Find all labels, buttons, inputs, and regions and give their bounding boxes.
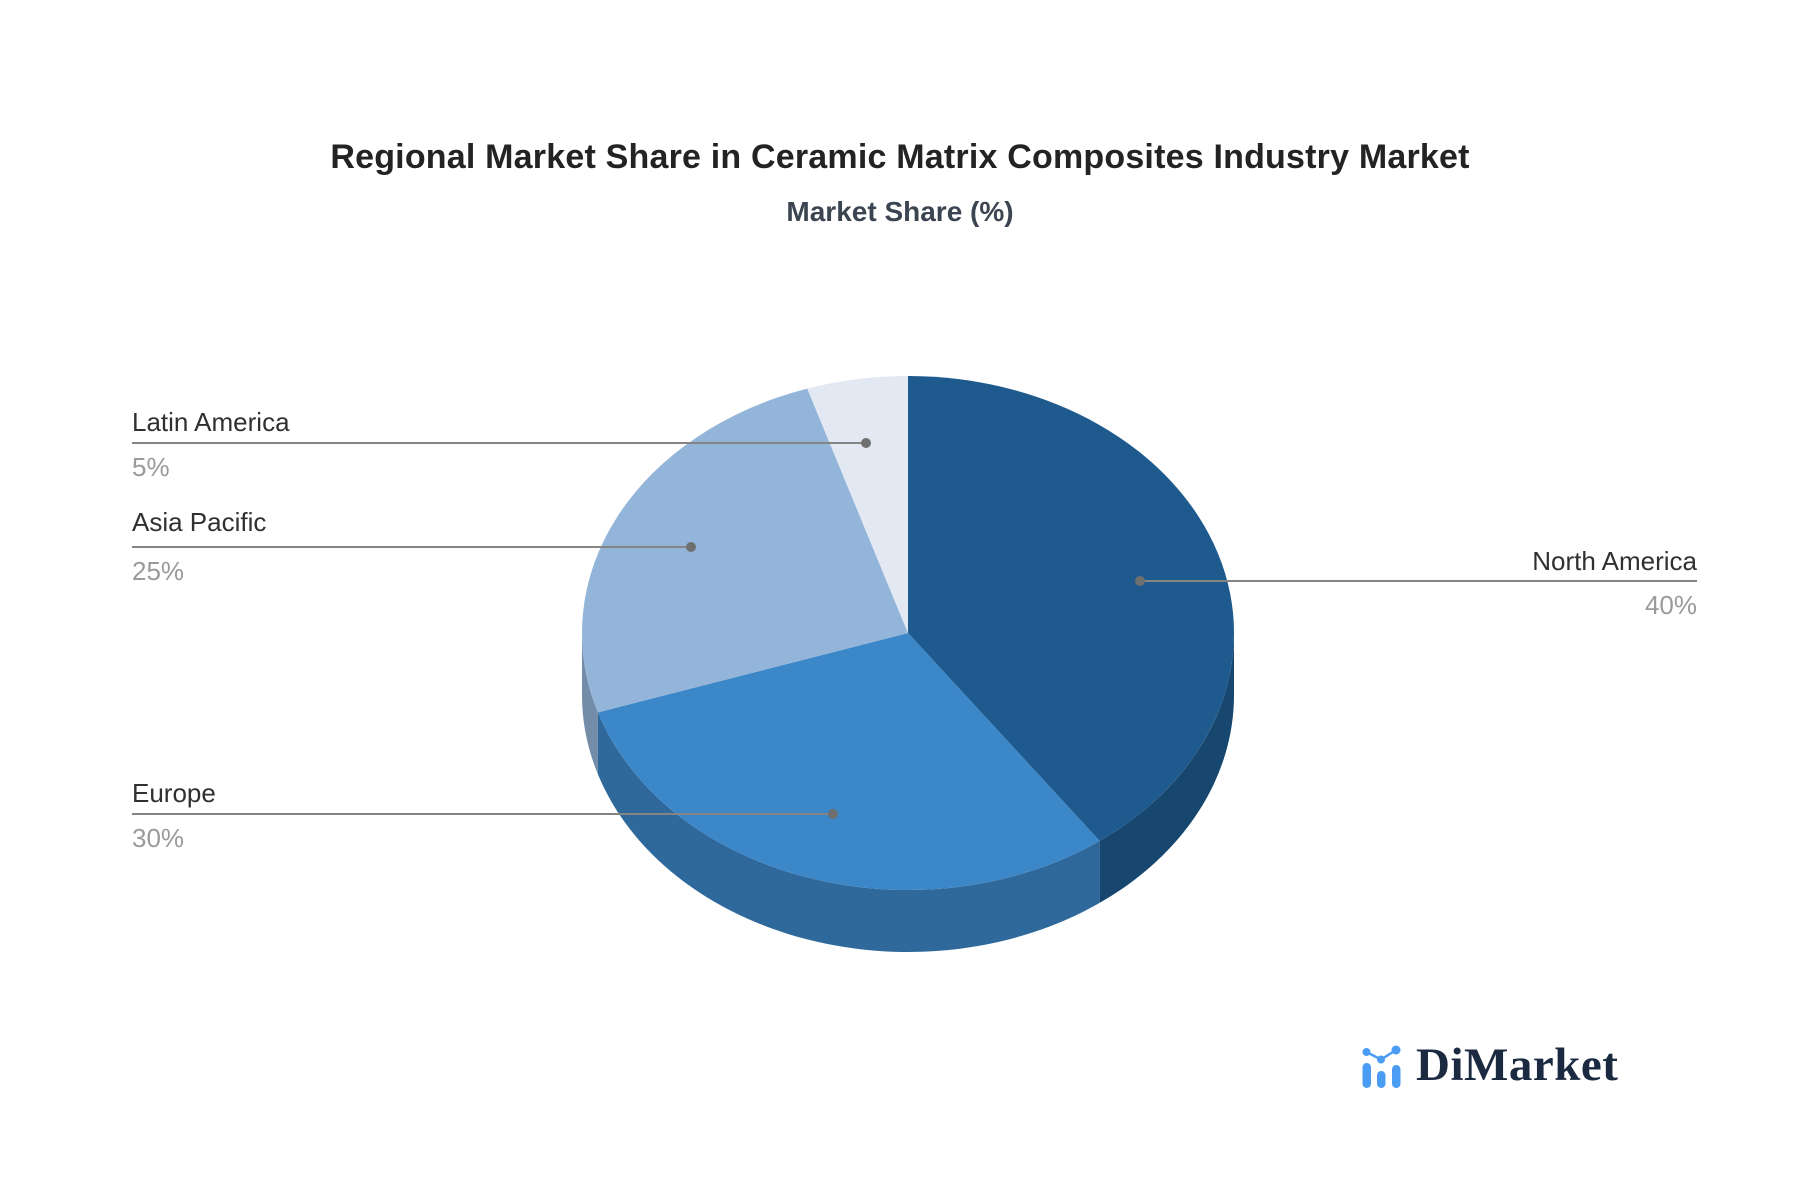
leader-dot-europe <box>828 809 838 819</box>
leader-line-latin-america <box>132 442 866 444</box>
slice-percent-north-america: 40% <box>1644 590 1697 620</box>
pie-slice-latin-america[interactable] <box>807 376 908 633</box>
slice-label-asia-pacific: Asia Pacific <box>132 507 267 537</box>
leader-line-north-america <box>1140 580 1697 582</box>
leader-line-asia-pacific <box>132 546 691 548</box>
leader-dot-latin-america <box>861 438 871 448</box>
pie-slice-side-asia-pacific <box>582 633 598 775</box>
chart-title: Regional Market Share in Ceramic Matrix … <box>330 138 1470 176</box>
slice-label-north-america: North America <box>1532 546 1697 576</box>
brand-logo: DiMarket <box>1362 1042 1618 1089</box>
leader-line-europe <box>132 813 833 815</box>
leader-dot-north-america <box>1135 576 1145 586</box>
slice-label-latin-america: Latin America <box>132 407 290 437</box>
brand-name: DiMarket <box>1416 1039 1619 1091</box>
slice-percent-europe: 30% <box>132 823 185 853</box>
pie-slice-side-europe <box>597 712 1100 952</box>
pie-slice-europe[interactable] <box>597 633 1100 890</box>
pie-slice-side-north-america <box>1099 633 1234 903</box>
slice-percent-asia-pacific: 25% <box>132 556 185 586</box>
slice-percent-latin-america: 5% <box>132 452 170 482</box>
leader-dot-asia-pacific <box>686 542 696 552</box>
slice-label-europe: Europe <box>132 778 216 808</box>
pie-slice-north-america[interactable] <box>908 376 1235 841</box>
bar-chart-logo-icon <box>1362 1045 1401 1088</box>
chart-subtitle: Market Share (%) <box>786 196 1014 227</box>
pie-slice-asia-pacific[interactable] <box>581 388 908 713</box>
